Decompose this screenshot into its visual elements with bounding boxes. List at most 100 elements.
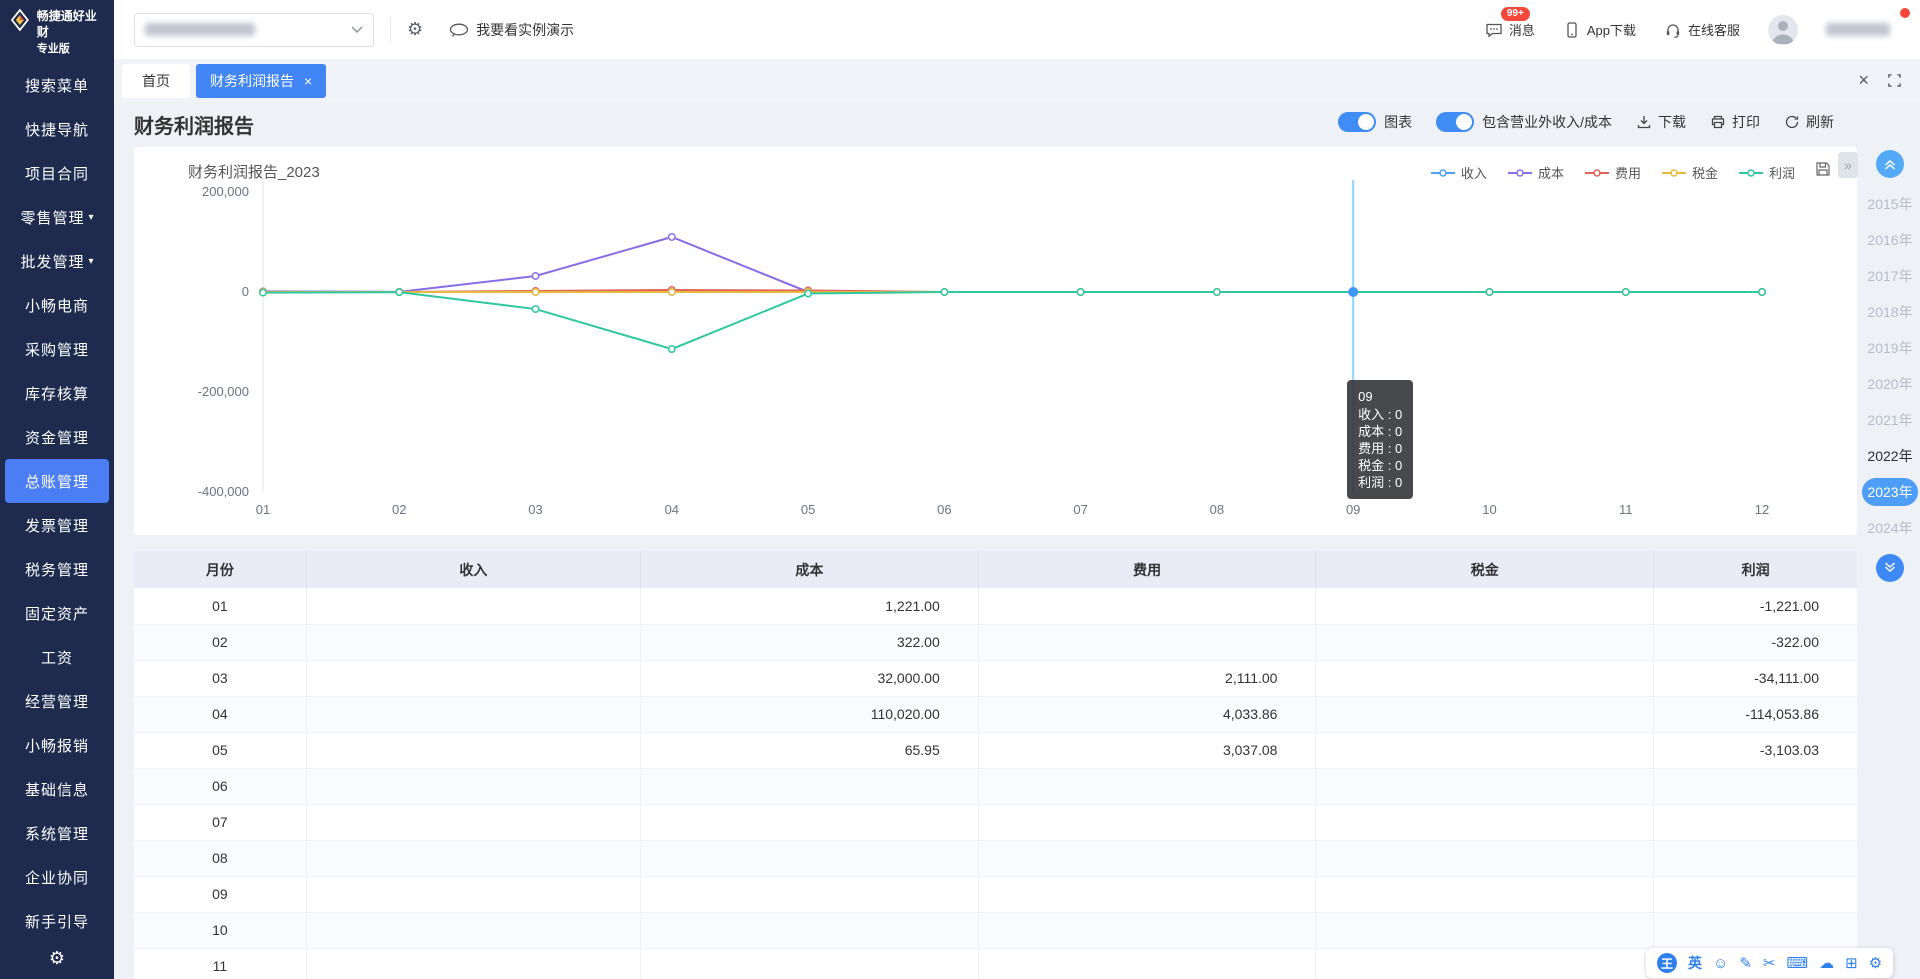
table-cell [1315,660,1655,697]
sidebar-item[interactable]: 批发管理 ▾ [5,239,109,283]
sidebar-item[interactable]: 小畅报销 [5,723,109,767]
sidebar-item-label: 批发管理 [20,253,85,271]
table-row[interactable]: 03 32,000.00 2,111.00 -34,111.00 [134,660,1857,697]
caret-down-icon: ▾ [88,255,94,267]
notification-dot [1900,8,1910,18]
sidebar-item[interactable]: 固定资产 [5,591,109,635]
table-cell: 01 [134,588,307,625]
include-nonoperating-toggle[interactable] [1436,112,1475,132]
sidebar-item[interactable]: 快捷导航 [5,107,109,151]
sidebar-item[interactable]: 发票管理 [5,503,109,547]
sidebar-item[interactable]: 总账管理 [5,459,109,504]
table-row[interactable]: 01 1,221.00 -1,221.00 [134,588,1857,625]
year-item[interactable]: 2020年 [1867,376,1913,392]
ime-logo[interactable]: 王 [1657,953,1677,973]
sidebar-item[interactable]: 新手引导 [5,899,109,943]
year-panel: 2015年 2016年 2017年 2018年 2019年 2020年 2021年 2022年… [1862,150,1918,582]
close-all-tabs-icon[interactable]: × [1858,70,1869,90]
chart-toggle[interactable] [1338,112,1377,132]
legend-item[interactable]: 利润 [1738,163,1795,182]
save-chart-icon[interactable] [1815,161,1831,182]
sidebar-item[interactable]: 库存核算 [5,371,109,415]
table-row[interactable]: 07 [134,804,1857,841]
sidebar-item[interactable]: 搜索菜单 [5,63,109,107]
table-row[interactable]: 04 110,020.00 4,033.86 -114,053.86 [134,696,1857,733]
table-row[interactable]: 09 [134,876,1857,913]
apps-grid-icon[interactable]: ⊞ [1845,955,1858,972]
svg-text:02: 02 [392,502,406,517]
avatar[interactable] [1768,14,1798,45]
sidebar-item[interactable]: 项目合同 [5,151,109,195]
year-item[interactable]: 2021年 [1867,412,1913,428]
table-header-cell: 月份 [134,551,307,588]
sidebar-item[interactable]: 税务管理 [5,547,109,591]
sidebar-item[interactable]: 采购管理 [5,327,109,371]
chart-toggle-group: 图表 [1338,112,1412,132]
legend-item[interactable]: 税金 [1661,163,1718,182]
tab-active[interactable]: 财务利润报告 × [196,63,327,98]
table-row[interactable]: 11 [134,948,1857,979]
print-label: 打印 [1732,114,1760,130]
messages-button[interactable]: 99+ 消息 [1485,7,1535,39]
year-item[interactable]: 2018年 [1867,304,1913,320]
sidebar-item[interactable]: 零售管理 ▾ [5,195,109,239]
download-button[interactable]: 下载 [1636,112,1686,132]
year-item[interactable]: 2023年 [1862,478,1918,506]
print-button[interactable]: 打印 [1710,112,1760,132]
table-row[interactable]: 05 65.95 3,037.08 -3,103.03 [134,732,1857,769]
org-selector[interactable] [134,12,374,47]
scroll-years-up-button[interactable] [1876,150,1904,178]
scissors-icon[interactable]: ✂ [1762,955,1776,972]
collapse-handle[interactable]: » [1838,152,1858,178]
cloud-icon[interactable]: ☁ [1819,955,1835,972]
sidebar-item[interactable]: 系统管理 [5,811,109,855]
table-cell [1653,876,1857,913]
sidebar-item[interactable]: 基础信息 [5,767,109,811]
table-header-cell: 费用 [978,551,1317,588]
table-row[interactable]: 02 322.00 -322.00 [134,624,1857,661]
ime-mode-toggle[interactable]: 英 [1688,955,1702,971]
year-item[interactable]: 2024年 [1867,520,1913,536]
year-item[interactable]: 2017年 [1867,268,1913,284]
sidebar-item[interactable]: 资金管理 [5,415,109,459]
table-card: 月份 收入 成本 费用 税金 利润 01 1,221.00 -1,221.00 02 322.00… [134,551,1857,979]
pen-icon[interactable]: ✎ [1739,955,1752,972]
ime-settings-gear-icon[interactable]: ⚙ [1868,955,1883,972]
emoji-icon[interactable]: ☺ [1713,954,1729,972]
table-row[interactable]: 10 [134,912,1857,949]
legend-item[interactable]: 收入 [1430,163,1487,182]
refresh-button[interactable]: 刷新 [1784,112,1834,132]
sidebar-item[interactable]: 企业协同 [5,855,109,899]
sidebar-item[interactable]: 小畅电商 [5,283,109,327]
table-cell [1315,840,1655,877]
app-download-button[interactable]: App下载 [1563,20,1636,39]
chart-card: 财务利润报告_2023 收入 成本 费用 税金 利润 200,000 0 -200,000 -… [134,147,1857,535]
close-tab-icon[interactable]: × [304,72,313,89]
table-row[interactable]: 08 [134,840,1857,877]
legend-item[interactable]: 费用 [1584,163,1641,182]
table-cell [1315,876,1655,913]
sidebar-settings-gear-icon[interactable]: ⚙ [48,948,66,968]
tooltip-row: 成本 : 0 [1358,424,1403,439]
tab[interactable]: 首页 [122,63,190,98]
year-item[interactable]: 2022年 [1867,448,1913,464]
refresh-label: 刷新 [1806,114,1834,130]
settings-gear-icon[interactable]: ⚙ [407,19,424,39]
tab-label: 财务利润报告 [210,72,294,89]
sidebar-item[interactable]: 经营管理 [5,679,109,723]
year-item[interactable]: 2016年 [1867,232,1913,248]
demo-link[interactable]: 我要看实例演示 [449,20,574,40]
fullscreen-icon[interactable] [1887,73,1902,88]
sidebar-item[interactable]: 工资 [5,635,109,679]
legend-item[interactable]: 成本 [1507,163,1564,182]
sidebar-item-label: 固定资产 [24,605,89,623]
keyboard-icon[interactable]: ⌨ [1786,955,1809,972]
year-item[interactable]: 2019年 [1867,340,1913,356]
table-row[interactable]: 06 [134,768,1857,805]
year-item[interactable]: 2015年 [1867,196,1913,212]
profit-line-chart[interactable]: 200,000 0 -200,000 -400,000 01 02 03 04 05 06 07 08… [134,147,1857,535]
table-cell: -3,103.03 [1653,732,1857,769]
support-button[interactable]: 在线客服 [1664,20,1740,39]
person-icon [1772,20,1794,44]
scroll-years-down-button[interactable] [1876,554,1904,582]
